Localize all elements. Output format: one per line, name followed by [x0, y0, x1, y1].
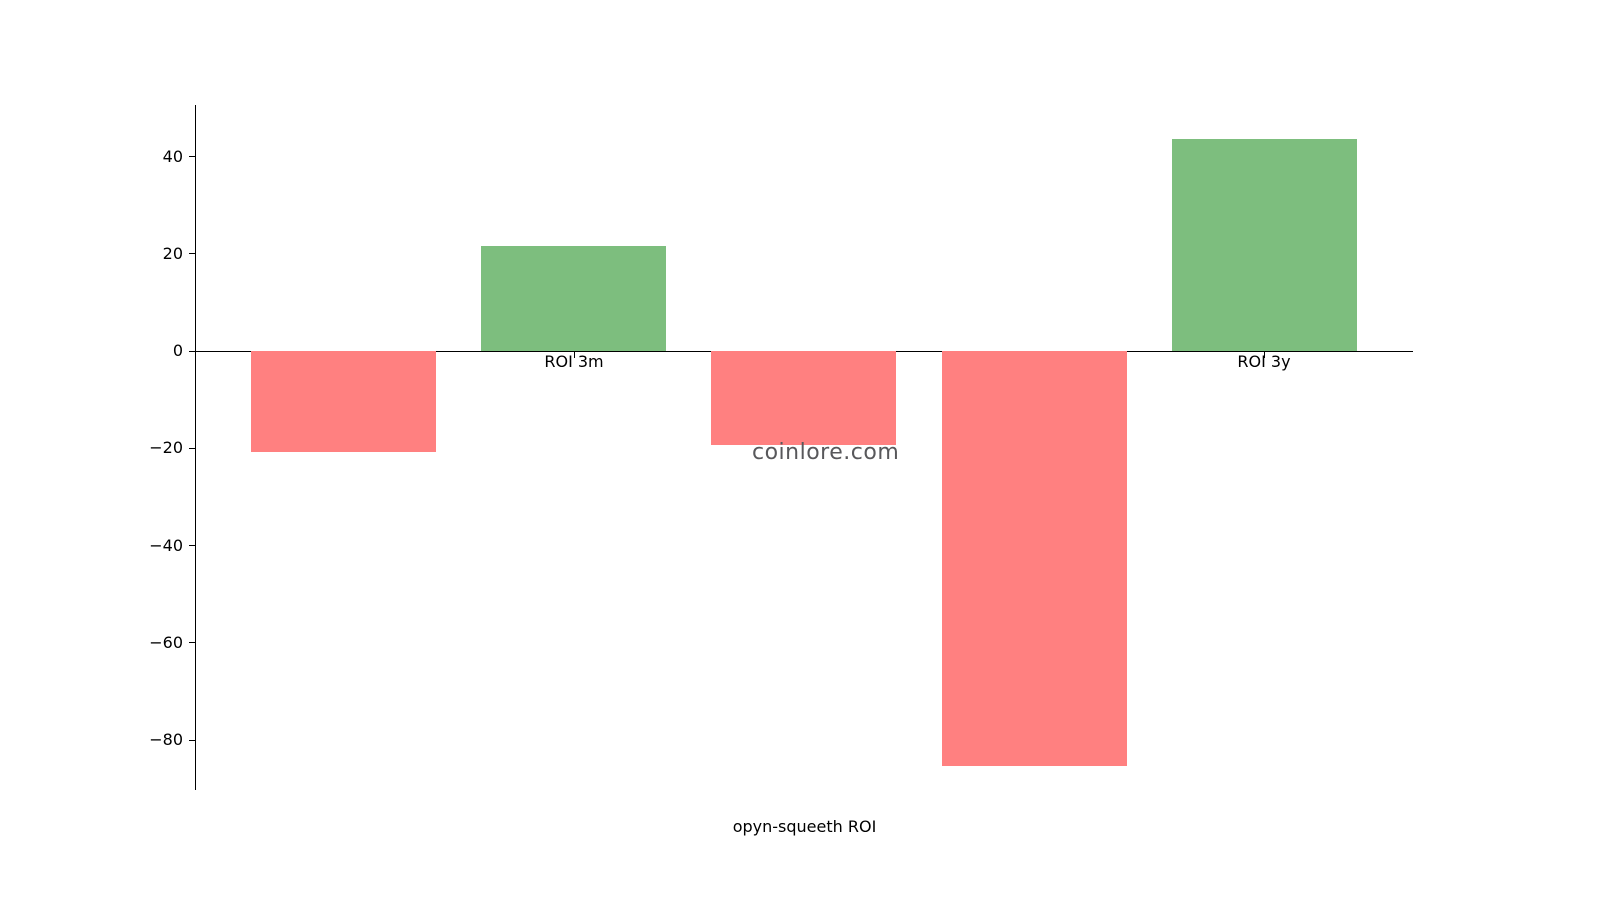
y-tick-mark	[189, 448, 195, 449]
y-tick-label: −20	[149, 438, 183, 458]
bar-2	[711, 351, 896, 445]
bar-0	[251, 351, 436, 452]
y-axis-line	[195, 105, 196, 790]
y-tick-label: −80	[149, 730, 183, 749]
y-tick-label: 40	[162, 146, 183, 166]
y-tick-mark	[189, 740, 195, 741]
x-tick-mark	[1264, 351, 1265, 358]
y-tick-mark	[189, 545, 195, 546]
bar-1	[481, 246, 666, 351]
y-tick-mark	[189, 156, 195, 157]
x-tick-label: ROI 3m	[544, 352, 604, 371]
x-tick-mark	[574, 351, 575, 358]
y-tick-label: −60	[149, 632, 183, 652]
y-tick-mark	[189, 642, 195, 643]
watermark: coinlore.com	[752, 440, 900, 465]
x-axis-title: opyn-squeeth ROI	[732, 817, 877, 836]
x-tick-label: ROI 3y	[1237, 352, 1291, 371]
bar-3	[942, 351, 1127, 766]
y-tick-mark	[189, 351, 195, 352]
y-tick-label: 20	[162, 243, 183, 263]
y-tick-label: −40	[149, 535, 183, 555]
bar-4	[1172, 139, 1357, 351]
y-tick-mark	[189, 253, 195, 254]
y-tick-label: 0	[172, 341, 183, 360]
